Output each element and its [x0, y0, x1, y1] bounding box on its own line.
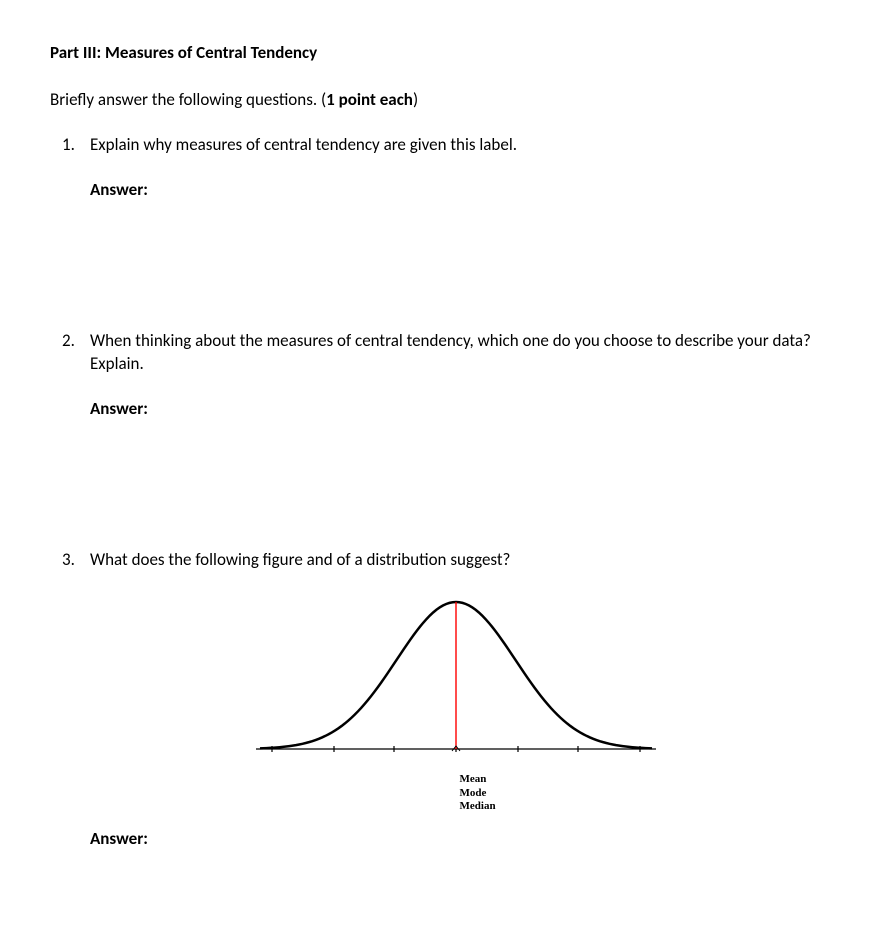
bell-curve-figure	[242, 594, 672, 766]
question-1-number: 1.	[62, 134, 75, 155]
question-2-answer-label: Answer:	[90, 398, 823, 419]
question-3: 3. What does the following figure and of…	[50, 549, 823, 572]
question-1: 1. Explain why measures of central tende…	[50, 134, 823, 200]
question-3-answer-label: Answer:	[90, 828, 823, 849]
question-3-number: 3.	[62, 549, 75, 570]
question-2-number: 2.	[62, 330, 75, 351]
figure-label-mode: Mode	[460, 787, 672, 801]
instruction-pre: Briefly answer the following questions. …	[50, 89, 326, 110]
question-2: 2. When thinking about the measures of c…	[50, 330, 823, 419]
question-3-answer-wrap: Answer:	[50, 828, 823, 849]
section-title: Part III: Measures of Central Tendency	[50, 42, 823, 63]
question-1-text: Explain why measures of central tendency…	[90, 134, 823, 157]
question-2-text: When thinking about the measures of cent…	[90, 330, 823, 376]
question-1-answer-label: Answer:	[90, 179, 823, 200]
figure-wrapper: Mean Mode Median	[242, 594, 672, 814]
instruction-bold: 1 point each	[326, 89, 413, 110]
instruction-line: Briefly answer the following questions. …	[50, 89, 823, 110]
figure-label-mean: Mean	[460, 773, 672, 787]
figure-container: Mean Mode Median	[90, 594, 823, 814]
question-3-text: What does the following figure and of a …	[90, 549, 823, 572]
figure-labels: Mean Mode Median	[460, 773, 672, 814]
instruction-post: )	[413, 89, 418, 110]
figure-label-median: Median	[460, 800, 672, 814]
